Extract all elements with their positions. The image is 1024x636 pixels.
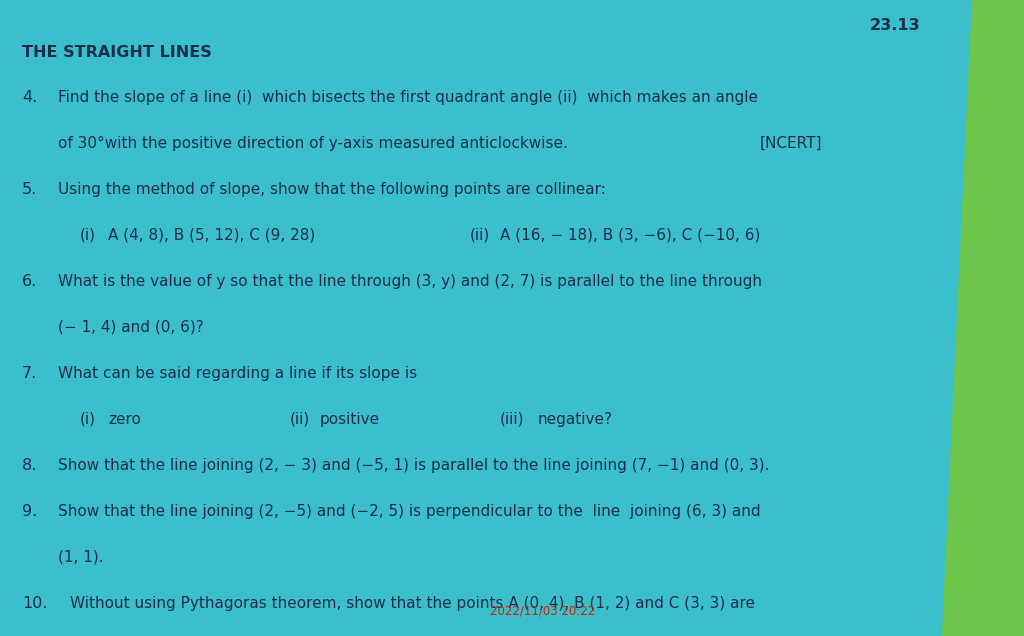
Text: of 30°with the positive direction of y-axis measured anticlockwise.: of 30°with the positive direction of y-a… [58,136,568,151]
Text: positive: positive [319,412,380,427]
Text: (ii): (ii) [470,228,490,243]
Text: (i): (i) [80,228,96,243]
Text: 10.: 10. [22,596,47,611]
Text: [NCERT]: [NCERT] [760,136,822,151]
Text: What is the value of y so that the line through (3, y) and (2, 7) is parallel to: What is the value of y so that the line … [58,274,762,289]
Text: (ii): (ii) [290,412,310,427]
Text: A (4, 8), B (5, 12), C (9, 28): A (4, 8), B (5, 12), C (9, 28) [108,228,315,243]
Text: A (16, − 18), B (3, −6), C (−10, 6): A (16, − 18), B (3, −6), C (−10, 6) [500,228,761,243]
Text: Show that the line joining (2, − 3) and (−5, 1) is parallel to the line joining : Show that the line joining (2, − 3) and … [58,458,769,473]
Text: 8.: 8. [22,458,37,473]
Polygon shape [942,0,1024,636]
Text: What can be said regarding a line if its slope is: What can be said regarding a line if its… [58,366,417,381]
Text: Show that the line joining (2, −5) and (−2, 5) is perpendicular to the  line  jo: Show that the line joining (2, −5) and (… [58,504,761,519]
Text: Find the slope of a line (i)  which bisects the first quadrant angle (ii)  which: Find the slope of a line (i) which bisec… [58,90,758,105]
Text: 23.13: 23.13 [869,18,920,33]
Text: zero: zero [108,412,141,427]
Text: 9.: 9. [22,504,37,519]
Text: (1, 1).: (1, 1). [58,550,103,565]
Text: 4.: 4. [22,90,37,105]
Text: 7.: 7. [22,366,37,381]
Text: THE STRAIGHT LINES: THE STRAIGHT LINES [22,45,212,60]
Text: (iii): (iii) [500,412,524,427]
Text: (− 1, 4) and (0, 6)?: (− 1, 4) and (0, 6)? [58,320,204,335]
Text: Without using Pythagoras theorem, show that the points A (0, 4), B (1, 2) and C : Without using Pythagoras theorem, show t… [70,596,755,611]
Text: negative?: negative? [538,412,613,427]
Text: 5.: 5. [22,182,37,197]
Text: 2022/11/03 20:22: 2022/11/03 20:22 [490,605,595,618]
Text: 6.: 6. [22,274,37,289]
Text: Using the method of slope, show that the following points are collinear:: Using the method of slope, show that the… [58,182,606,197]
Text: (i): (i) [80,412,96,427]
